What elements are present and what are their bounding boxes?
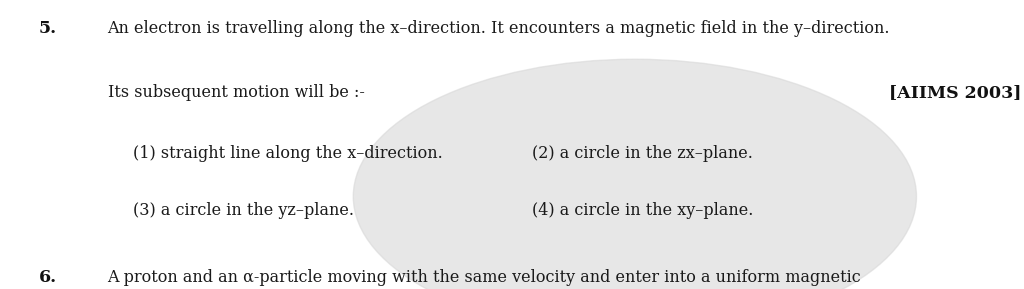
Text: Its subsequent motion will be :-: Its subsequent motion will be :- — [108, 84, 365, 101]
Text: An electron is travelling along the x–direction. It encounters a magnetic field : An electron is travelling along the x–di… — [108, 20, 890, 37]
Text: [AIIMS 2003]: [AIIMS 2003] — [889, 84, 1021, 101]
Text: 5.: 5. — [39, 20, 57, 37]
Text: 6.: 6. — [39, 269, 57, 286]
Text: (3) a circle in the yz–plane.: (3) a circle in the yz–plane. — [133, 202, 354, 219]
Text: A proton and an α-particle moving with the same velocity and enter into a unifor: A proton and an α-particle moving with t… — [108, 269, 861, 286]
Ellipse shape — [353, 59, 916, 289]
Text: (2) a circle in the zx–plane.: (2) a circle in the zx–plane. — [532, 144, 754, 162]
Text: (1) straight line along the x–direction.: (1) straight line along the x–direction. — [133, 144, 442, 162]
Text: (4) a circle in the xy–plane.: (4) a circle in the xy–plane. — [532, 202, 754, 219]
